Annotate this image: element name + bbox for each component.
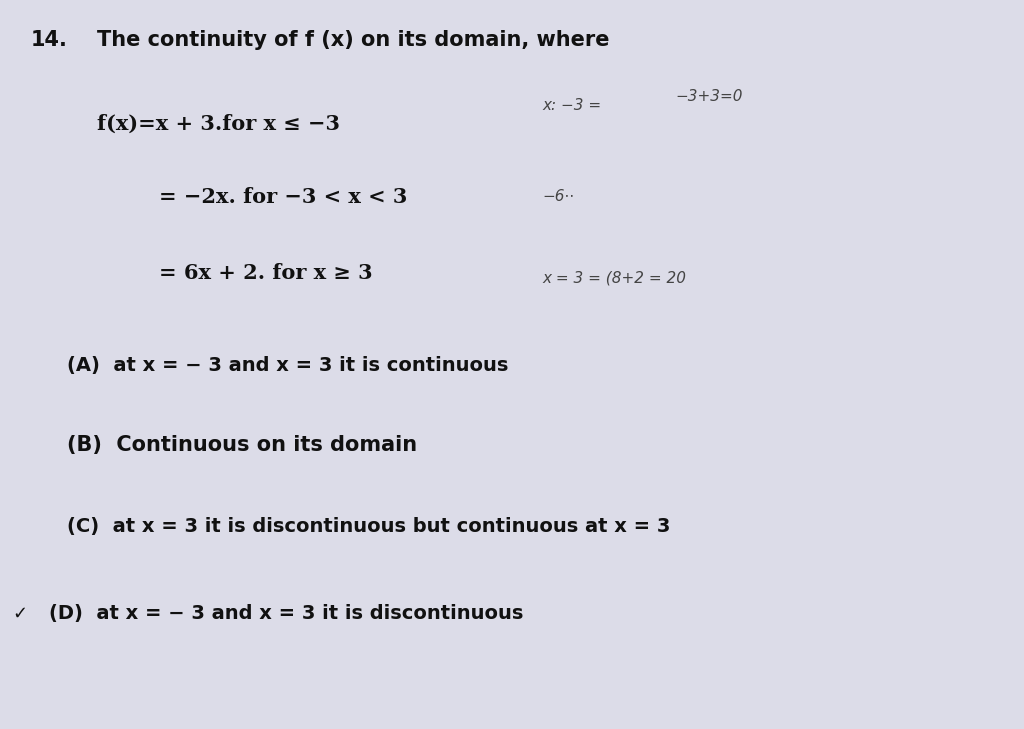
Text: x: −3 =: x: −3 = xyxy=(543,98,602,113)
Text: f(x)=x + 3.for x ≤ −3: f(x)=x + 3.for x ≤ −3 xyxy=(97,114,340,134)
Text: The continuity of f (x) on its domain, where: The continuity of f (x) on its domain, w… xyxy=(97,30,609,50)
Text: = −2x. for −3 < x < 3: = −2x. for −3 < x < 3 xyxy=(159,187,408,207)
Text: −3+3=0: −3+3=0 xyxy=(676,89,743,104)
Text: x = 3 = (8+2 = 20: x = 3 = (8+2 = 20 xyxy=(543,271,687,286)
Text: = 6x + 2. for x ≥ 3: = 6x + 2. for x ≥ 3 xyxy=(159,263,373,284)
Text: (C)  at x = 3 it is discontinuous but continuous at x = 3: (C) at x = 3 it is discontinuous but con… xyxy=(67,517,670,536)
Text: (D)  at x = − 3 and x = 3 it is discontinuous: (D) at x = − 3 and x = 3 it is discontin… xyxy=(49,604,523,623)
Text: (B)  Continuous on its domain: (B) Continuous on its domain xyxy=(67,434,417,455)
Text: 14.: 14. xyxy=(31,30,68,50)
Text: −6⋅⋅: −6⋅⋅ xyxy=(543,190,574,204)
Text: (A)  at x = − 3 and x = 3 it is continuous: (A) at x = − 3 and x = 3 it is continuou… xyxy=(67,356,508,375)
Text: ✓: ✓ xyxy=(12,605,28,623)
